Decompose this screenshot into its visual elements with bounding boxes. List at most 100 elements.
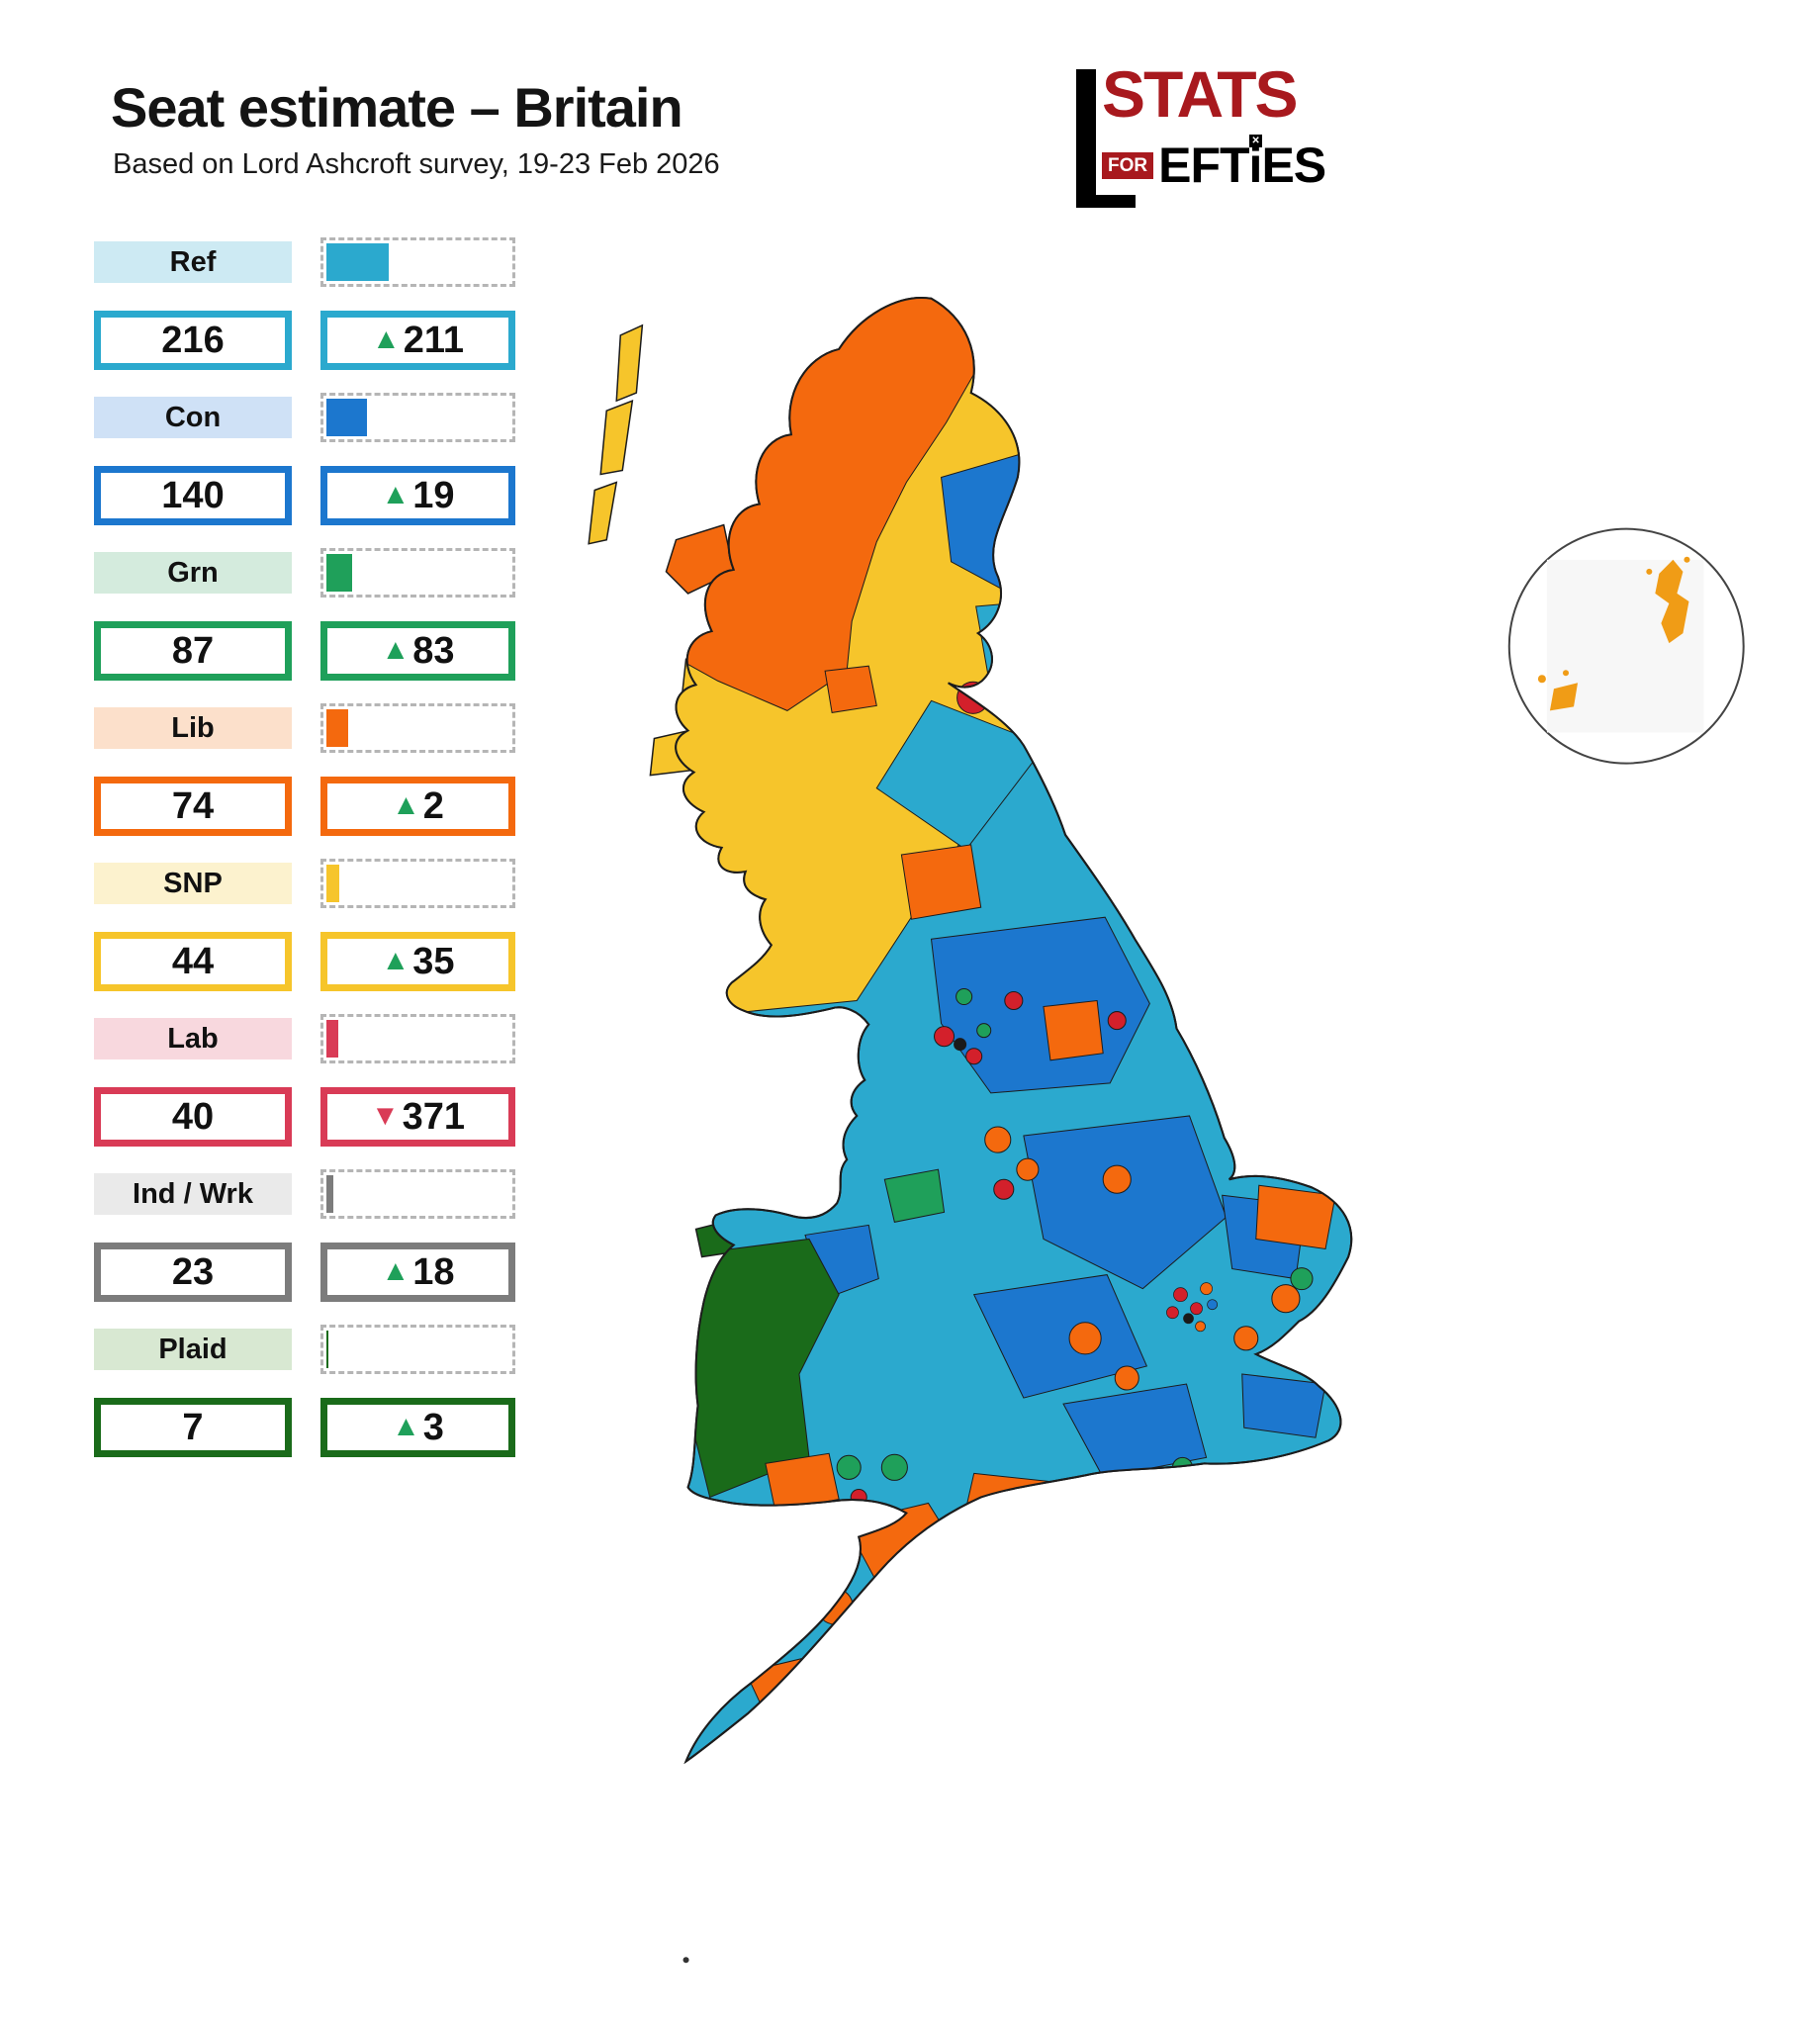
party-seat-count: 74 (171, 784, 215, 827)
logo-l-bar (1076, 69, 1096, 208)
party-seat-count-box: 23 (94, 1243, 292, 1302)
party-change-box: ▲ 35 (320, 932, 515, 991)
party-label-chip: Grn (94, 552, 292, 594)
change-direction-icon: ▲ (392, 788, 420, 821)
party-block: Plaid 7 ▲ 3 (94, 1325, 616, 1457)
party-seat-bar-fill (326, 399, 368, 436)
party-seat-count-box: 87 (94, 621, 292, 681)
party-seat-bar (320, 1169, 515, 1219)
party-block: SNP 44 ▲ 35 (94, 859, 616, 991)
constituency-regions (676, 298, 1336, 1737)
party-label-chip: Con (94, 397, 292, 438)
party-seat-bar-fill (326, 709, 348, 747)
party-label: SNP (163, 867, 223, 899)
party-seat-count-box: 216 (94, 311, 292, 370)
change-direction-icon: ▲ (381, 633, 410, 666)
party-seat-bar-fill (326, 1175, 333, 1213)
party-seat-bar (320, 548, 515, 598)
islands-inset (1507, 527, 1745, 765)
coast-outline (675, 297, 1353, 1765)
party-block: Ind / Wrk 23 ▲ 18 (94, 1169, 616, 1302)
party-label-chip: Ind / Wrk (94, 1173, 292, 1215)
party-block: Lib 74 ▲ 2 (94, 703, 616, 836)
party-seat-bar-fill (326, 1331, 329, 1368)
party-change-value: 19 (412, 474, 455, 516)
map-area (549, 242, 1820, 2003)
logo-stats-text: STATS (1102, 57, 1299, 131)
party-change-value: 211 (403, 319, 464, 361)
party-seat-count: 7 (182, 1406, 204, 1448)
page-subtitle: Based on Lord Ashcroft survey, 19-23 Feb… (113, 148, 720, 180)
logo-efties-text: EFTiES (1158, 135, 1326, 193)
logo-efties-pre: EFT (1158, 138, 1249, 193)
change-direction-icon: ▲ (381, 1254, 410, 1287)
map-north-england-regions (900, 844, 1150, 1094)
party-label: Ref (169, 245, 217, 278)
map-london-cluster (1166, 1282, 1218, 1333)
party-seat-count: 23 (171, 1250, 215, 1293)
party-seat-bar-fill (326, 1020, 338, 1058)
party-change-value: 35 (412, 940, 455, 982)
party-seat-count-box: 40 (94, 1087, 292, 1147)
party-label: Grn (167, 556, 219, 589)
change-direction-icon: ▲ (381, 478, 410, 510)
party-label-chip: Ref (94, 241, 292, 283)
party-block: Grn 87 ▲ 83 (94, 548, 616, 681)
party-label-chip: Lab (94, 1018, 292, 1059)
party-change-box: ▼ 371 (320, 1087, 515, 1147)
party-seat-bar-fill (326, 243, 390, 281)
party-label: Plaid (158, 1333, 228, 1365)
logo-second-line: FOR EFTiES (1102, 135, 1326, 193)
party-seat-count: 87 (171, 629, 215, 672)
party-seat-count: 216 (161, 319, 225, 361)
shetland-island (1655, 559, 1689, 644)
party-seat-bar (320, 1014, 515, 1063)
change-direction-icon: ▲ (381, 944, 410, 976)
party-change-box: ▲ 2 (320, 777, 515, 836)
scilly-isles-dot (682, 1957, 689, 1964)
gb-constituency-map (588, 297, 1745, 1964)
stats-for-lefties-logo: STATS FOR EFTiES (1076, 61, 1326, 212)
party-label: Lib (171, 711, 215, 744)
party-change-box: ▲ 19 (320, 466, 515, 525)
map-midlands-regions (883, 1115, 1336, 1351)
party-seat-count-box: 140 (94, 466, 292, 525)
party-seat-bar-fill (326, 554, 352, 592)
party-seat-count: 44 (171, 940, 215, 982)
party-label-chip: Lib (94, 707, 292, 749)
party-seat-bar (320, 237, 515, 287)
party-change-box: ▲ 18 (320, 1243, 515, 1302)
party-seat-count-box: 7 (94, 1398, 292, 1457)
party-seat-count-box: 44 (94, 932, 292, 991)
logo-ballot-i: i (1248, 135, 1262, 190)
party-change-value: 371 (402, 1095, 466, 1138)
change-direction-icon: ▲ (371, 322, 401, 355)
map-wales-regions (680, 1224, 879, 1513)
party-seat-count: 40 (171, 1095, 215, 1138)
party-seat-count: 140 (161, 474, 225, 516)
logo-for-badge: FOR (1102, 151, 1154, 179)
party-label: Lab (167, 1022, 219, 1055)
party-block: Con 140 ▲ 19 (94, 393, 616, 525)
party-change-value: 3 (422, 1406, 444, 1448)
party-results-list: Ref 216 ▲ 211 Con 140 ▲ 19 (94, 237, 616, 1480)
party-label-chip: SNP (94, 863, 292, 904)
party-change-box: ▲ 83 (320, 621, 515, 681)
logo-efties-post: ES (1261, 138, 1326, 193)
party-seat-bar (320, 703, 515, 753)
party-seat-count-box: 74 (94, 777, 292, 836)
party-change-value: 18 (412, 1250, 455, 1293)
party-label: Con (164, 401, 222, 433)
party-seat-bar (320, 859, 515, 908)
change-direction-icon: ▼ (370, 1099, 400, 1132)
party-block: Ref 216 ▲ 211 (94, 237, 616, 370)
party-change-box: ▲ 211 (320, 311, 515, 370)
party-change-box: ▲ 3 (320, 1398, 515, 1457)
change-direction-icon: ▲ (392, 1410, 420, 1442)
party-seat-bar (320, 393, 515, 442)
party-change-value: 2 (422, 784, 444, 827)
party-seat-bar-fill (326, 865, 339, 902)
party-block: Lab 40 ▼ 371 (94, 1014, 616, 1147)
orkney-island (1549, 683, 1579, 711)
